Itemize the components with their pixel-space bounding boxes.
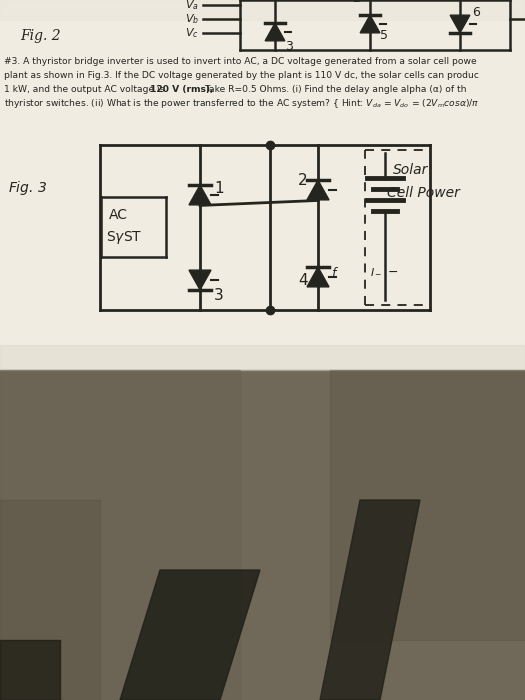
Bar (0, 345, 525, 370)
Text: $I_-$: $I_-$ (370, 267, 382, 277)
Text: 1 kW, and the output AC voltage is: 1 kW, and the output AC voltage is (4, 85, 167, 94)
Text: 5: 5 (380, 29, 388, 42)
Text: 3: 3 (214, 288, 224, 303)
Bar (0, 0, 525, 20)
Polygon shape (0, 640, 60, 700)
Polygon shape (320, 500, 420, 700)
Polygon shape (307, 180, 329, 200)
Bar (0, 370, 525, 700)
Text: S$\gamma$ST: S$\gamma$ST (106, 229, 142, 246)
Text: $V_b$: $V_b$ (185, 12, 199, 26)
Text: 2: 2 (298, 173, 308, 188)
Text: 120 V (rms),: 120 V (rms), (150, 85, 214, 94)
Text: 4: 4 (298, 273, 308, 288)
Polygon shape (189, 270, 211, 290)
Bar (0, 370, 240, 700)
Text: Cell Power: Cell Power (387, 186, 460, 200)
Polygon shape (360, 15, 380, 33)
Text: AC: AC (109, 208, 128, 222)
Text: 3: 3 (285, 40, 293, 53)
Polygon shape (450, 15, 470, 33)
Text: f: f (331, 267, 335, 280)
Text: #3. A thyristor bridge inverter is used to invert into AC, a DC voltage generate: #3. A thyristor bridge inverter is used … (4, 57, 477, 66)
Bar (0, 0, 525, 370)
Text: $V_a$: $V_a$ (185, 0, 199, 12)
Polygon shape (120, 570, 260, 700)
Text: Solar: Solar (393, 163, 428, 177)
Text: $-$: $-$ (387, 265, 398, 278)
Text: 1: 1 (214, 181, 224, 196)
Text: $V_c$: $V_c$ (185, 26, 199, 40)
Text: $\it{F}$ig. 3: $\it{F}$ig. 3 (8, 179, 47, 197)
Text: Take R=0.5 Ohms. (i) Find the delay angle alpha (α) of th: Take R=0.5 Ohms. (i) Find the delay angl… (202, 85, 467, 94)
Text: 2: 2 (352, 0, 360, 5)
Text: thyristor switches. (ii) What is the power transferred to the AC system? { Hint:: thyristor switches. (ii) What is the pow… (4, 97, 479, 110)
Text: Fig. 2: Fig. 2 (20, 29, 60, 43)
Polygon shape (265, 23, 285, 41)
Polygon shape (307, 267, 329, 287)
Bar (330, 370, 525, 640)
Polygon shape (189, 185, 211, 205)
Text: 6: 6 (472, 6, 480, 19)
Bar (0, 500, 100, 700)
Text: plant as shown in Fig.3. If the DC voltage generated by the plant is 110 V dc, t: plant as shown in Fig.3. If the DC volta… (4, 71, 479, 80)
